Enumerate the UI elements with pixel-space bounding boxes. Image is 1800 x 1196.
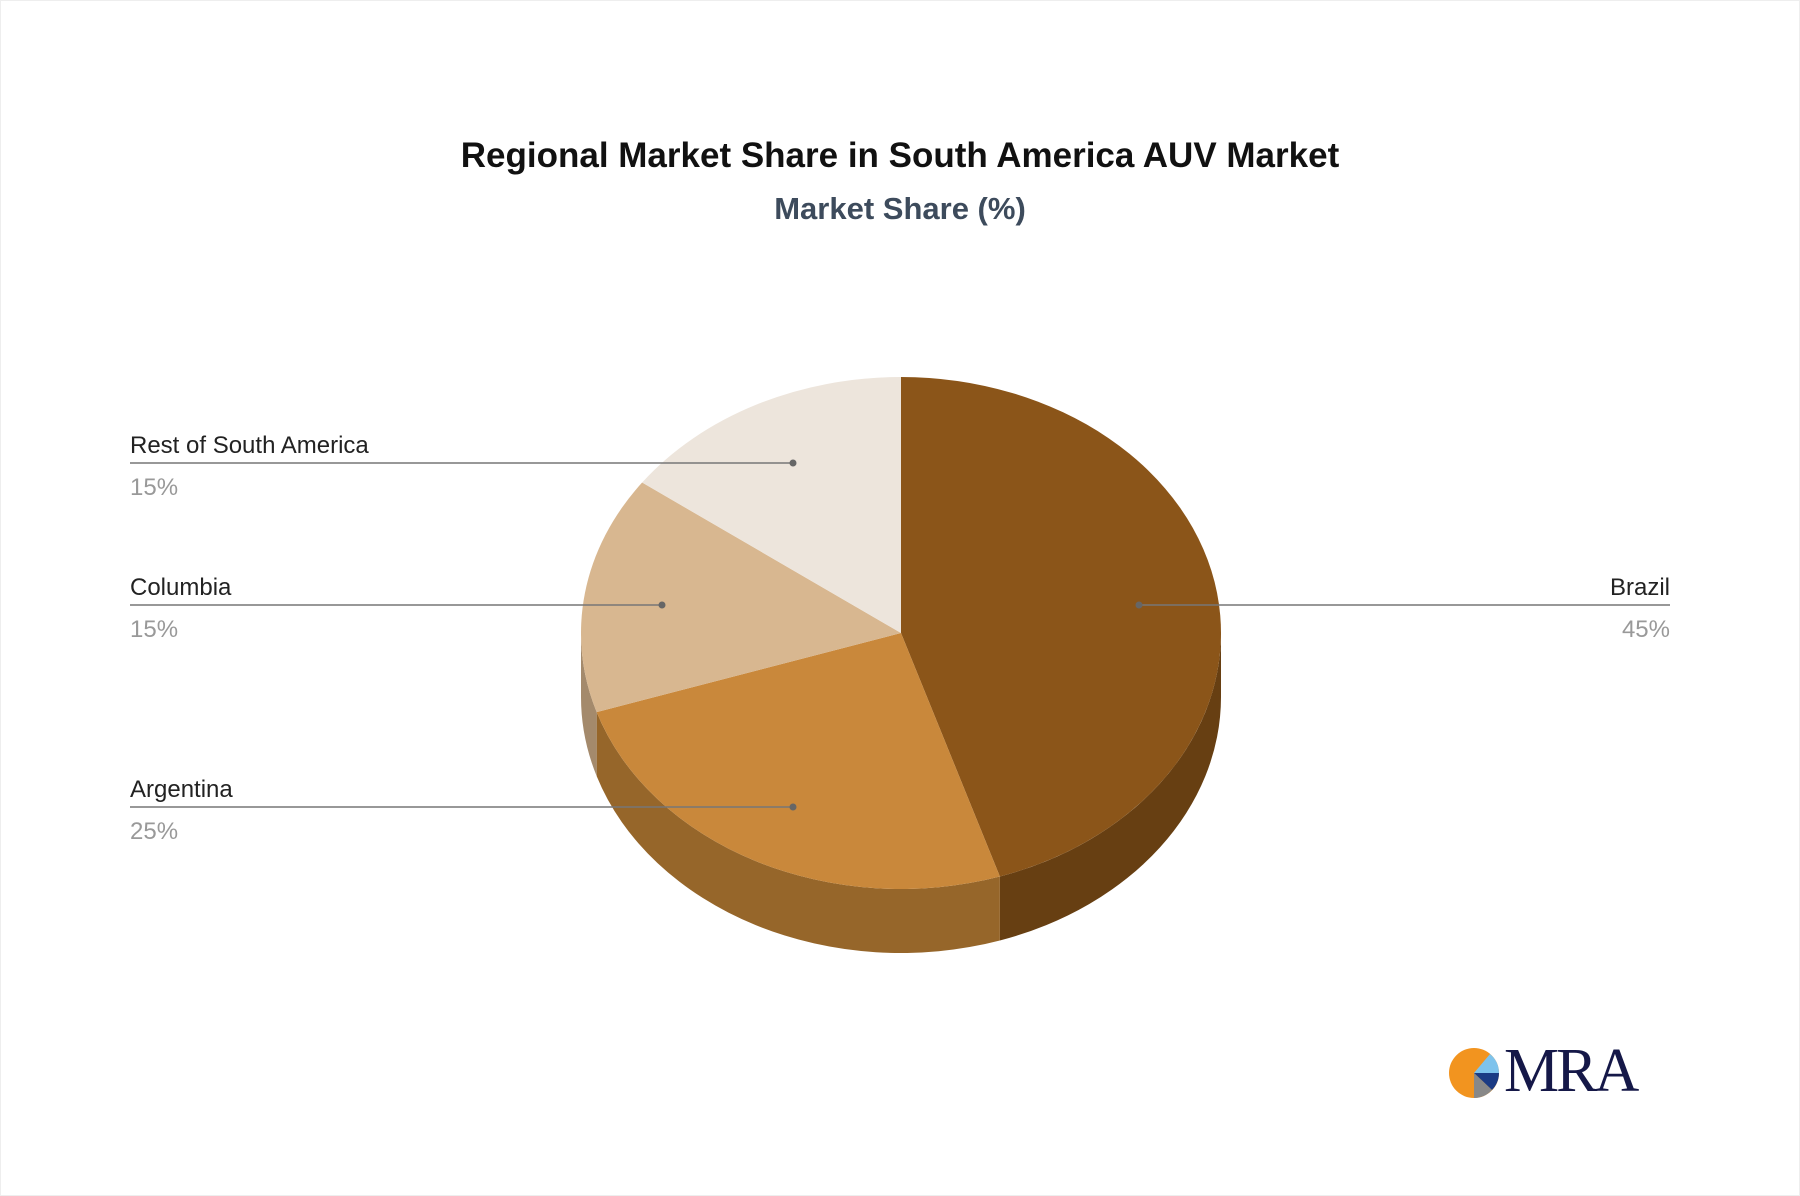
pct-label-rest-of-south-america: 15% (130, 474, 178, 501)
pie-side-brazil (999, 633, 1221, 941)
pie-slice-brazil[interactable] (901, 377, 1221, 877)
chart-subtitle: Market Share (%) (774, 191, 1026, 226)
chart-title: Regional Market Share in South America A… (460, 136, 1340, 175)
label-rest-of-south-america: Rest of South America (130, 432, 369, 459)
leader-dot-columbia (658, 601, 666, 609)
logo-pie-icon (1449, 1048, 1499, 1098)
pie-side-columbia (581, 633, 597, 777)
pie-slice-columbia[interactable] (581, 482, 901, 713)
mra-logo: MRA (1448, 1037, 1648, 1105)
leader-dot-argentina (789, 803, 797, 811)
label-argentina: Argentina (130, 776, 233, 803)
label-brazil: Brazil (1610, 574, 1670, 601)
leader-dot-rest-of-south-america (789, 459, 797, 467)
label-columbia: Columbia (130, 574, 232, 601)
pct-label-argentina: 25% (130, 818, 178, 845)
logo-text: MRA (1504, 1037, 1639, 1105)
pie-slice-argentina[interactable] (596, 633, 1000, 889)
pct-label-brazil: 45% (1622, 616, 1670, 643)
pie-side-argentina (596, 712, 1000, 953)
leader-dot-brazil (1135, 601, 1143, 609)
pct-label-columbia: 15% (130, 616, 178, 643)
pie-slice-rest-of-south-america[interactable] (642, 377, 901, 633)
